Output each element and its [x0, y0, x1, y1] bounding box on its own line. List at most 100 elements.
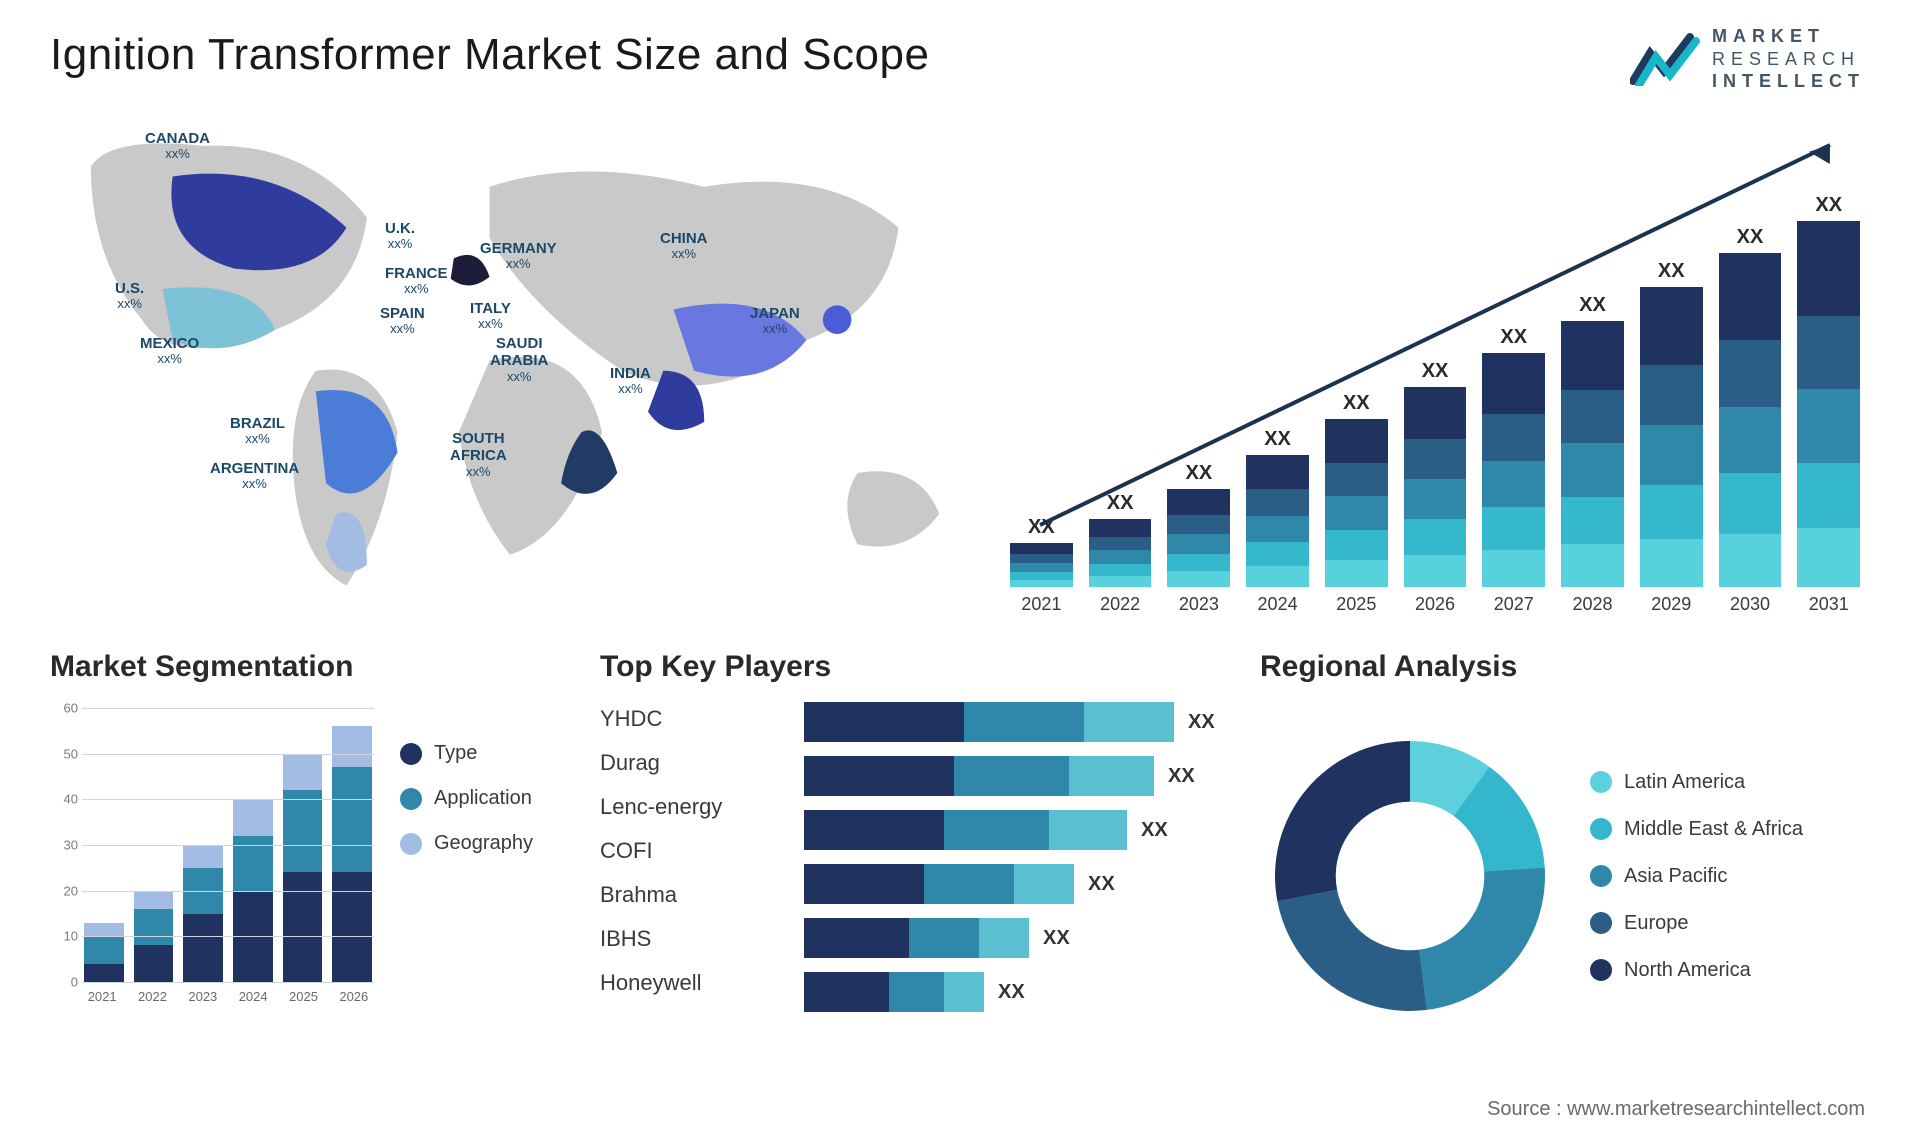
- legend-label: Type: [434, 742, 477, 765]
- keyplayer-bar: [804, 864, 1074, 904]
- forecast-xaxis-label: 2030: [1719, 594, 1782, 615]
- country-label: GERMANYxx%: [480, 240, 557, 272]
- segmentation-title: Market Segmentation: [50, 650, 580, 684]
- forecast-bar-value: XX: [1737, 226, 1764, 249]
- forecast-xaxis-label: 2028: [1561, 594, 1624, 615]
- keyplayer-bar-segment: [964, 702, 1084, 742]
- forecast-xaxis-label: 2024: [1246, 594, 1309, 615]
- segmentation-gridline: [82, 708, 374, 709]
- segmentation-bar-segment: [332, 726, 372, 767]
- forecast-xaxis-label: 2026: [1404, 594, 1467, 615]
- forecast-bar-segment: [1167, 571, 1230, 587]
- forecast-xaxis-label: 2023: [1167, 594, 1230, 615]
- segmentation-bar-segment: [134, 909, 174, 946]
- keyplayer-value: XX: [998, 981, 1025, 1004]
- logo-line2: RESEARCH: [1712, 48, 1865, 71]
- legend-dot-icon: [400, 833, 422, 855]
- segmentation-bar-segment: [134, 945, 174, 982]
- forecast-bar-segment: [1167, 534, 1230, 554]
- forecast-bar-segment: [1640, 539, 1703, 587]
- keyplayer-bar: [804, 918, 1029, 958]
- forecast-bar-segment: [1089, 537, 1152, 551]
- segmentation-gridline: [82, 936, 374, 937]
- segmentation-ytick: 30: [50, 838, 78, 853]
- forecast-bar-segment: [1010, 563, 1073, 572]
- segmentation-bar-segment: [84, 923, 124, 937]
- segmentation-bar-segment: [283, 872, 323, 982]
- forecast-bar-segment: [1719, 534, 1782, 587]
- segmentation-ytick: 40: [50, 792, 78, 807]
- regional-legend-item: North America: [1590, 959, 1803, 982]
- segmentation-bar-segment: [332, 872, 372, 982]
- legend-dot-icon: [1590, 818, 1612, 840]
- legend-label: Geography: [434, 832, 533, 855]
- segmentation-ytick: 60: [50, 701, 78, 716]
- country-label: SOUTHAFRICAxx%: [450, 430, 507, 479]
- keyplayer-name: IBHS: [600, 926, 770, 952]
- forecast-xaxis: 2021202220232024202520262027202820292030…: [1010, 594, 1860, 615]
- segmentation-ytick: 10: [50, 929, 78, 944]
- keyplayer-bar-segment: [1014, 864, 1074, 904]
- forecast-bar-segment: [1797, 528, 1860, 587]
- forecast-bar-value: XX: [1658, 260, 1685, 283]
- forecast-bar-segment: [1561, 443, 1624, 496]
- country-label: INDIAxx%: [610, 365, 651, 397]
- regional-donut: [1260, 726, 1560, 1026]
- country-label: ITALYxx%: [470, 300, 511, 332]
- forecast-bar-segment: [1561, 497, 1624, 545]
- segmentation-legend-item: Application: [400, 787, 533, 810]
- forecast-bar-segment: [1482, 550, 1545, 587]
- segmentation-bar-segment: [84, 964, 124, 982]
- keyplayer-value: XX: [1088, 873, 1115, 896]
- forecast-bar-segment: [1325, 419, 1388, 463]
- country-label: SAUDIARABIAxx%: [490, 335, 548, 384]
- forecast-bar-segment: [1246, 516, 1309, 542]
- segmentation-bar-segment: [332, 767, 372, 872]
- keyplayer-bar-segment: [909, 918, 979, 958]
- keyplayer-name: COFI: [600, 838, 770, 864]
- segmentation-bar-segment: [183, 914, 223, 983]
- country-label: CHINAxx%: [660, 230, 708, 262]
- keyplayer-bar-row: XX: [804, 810, 1240, 850]
- legend-dot-icon: [1590, 865, 1612, 887]
- forecast-bar-segment: [1561, 321, 1624, 390]
- forecast-bar-segment: [1167, 554, 1230, 572]
- segmentation-xaxis-label: 2021: [82, 989, 122, 1004]
- segmentation-bar: [332, 726, 372, 982]
- forecast-bar-segment: [1797, 316, 1860, 389]
- forecast-bar-segment: [1719, 473, 1782, 533]
- segmentation-bar-segment: [283, 790, 323, 872]
- forecast-bar-segment: [1561, 544, 1624, 587]
- segmentation-ytick: 0: [50, 975, 78, 990]
- keyplayer-bar-segment: [804, 864, 924, 904]
- segmentation-gridline: [82, 754, 374, 755]
- forecast-bar-segment: [1640, 485, 1703, 539]
- keyplayers-panel: Top Key Players YHDCDuragLenc-energyCOFI…: [600, 650, 1240, 1050]
- forecast-bar-segment: [1246, 455, 1309, 489]
- forecast-bar-segment: [1167, 515, 1230, 535]
- forecast-bar-chart: XXXXXXXXXXXXXXXXXXXXXX 20212022202320242…: [1000, 105, 1870, 625]
- keyplayer-bar-segment: [804, 756, 954, 796]
- regional-legend-item: Europe: [1590, 912, 1803, 935]
- segmentation-bar: [84, 923, 124, 982]
- keyplayer-name: Lenc-energy: [600, 794, 770, 820]
- forecast-xaxis-label: 2029: [1640, 594, 1703, 615]
- keyplayer-bar-segment: [1049, 810, 1127, 850]
- keyplayer-value: XX: [1188, 711, 1215, 734]
- logo-line1: MARKET: [1712, 25, 1865, 48]
- country-label: JAPANxx%: [750, 305, 800, 337]
- segmentation-xaxis-label: 2024: [233, 989, 273, 1004]
- forecast-bar-segment: [1246, 489, 1309, 515]
- keyplayer-bar-segment: [1069, 756, 1154, 796]
- forecast-bar-segment: [1167, 489, 1230, 514]
- forecast-bar-value: XX: [1028, 516, 1055, 539]
- segmentation-panel: Market Segmentation 20212022202320242025…: [50, 650, 580, 1050]
- forecast-bar-segment: [1246, 566, 1309, 587]
- forecast-bar-segment: [1246, 542, 1309, 566]
- keyplayer-bar-segment: [1084, 702, 1174, 742]
- regional-legend-item: Latin America: [1590, 771, 1803, 794]
- page-title: Ignition Transformer Market Size and Sco…: [50, 30, 1870, 80]
- forecast-xaxis-label: 2027: [1482, 594, 1545, 615]
- regional-legend-item: Middle East & Africa: [1590, 818, 1803, 841]
- forecast-bar-value: XX: [1500, 326, 1527, 349]
